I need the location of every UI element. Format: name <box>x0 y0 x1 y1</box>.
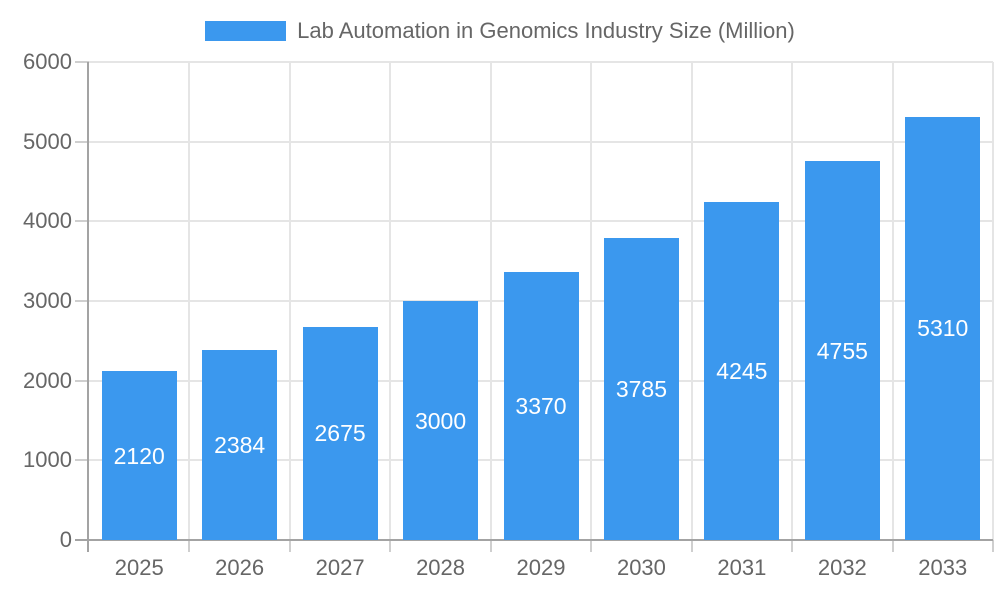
x-tick-label: 2025 <box>114 555 164 580</box>
y-tick-label: 6000 <box>23 49 72 74</box>
bar-value-label: 4245 <box>716 357 768 384</box>
bar-value-label: 2120 <box>113 442 165 469</box>
bar <box>704 201 780 540</box>
x-tick-label: 2027 <box>315 555 365 580</box>
bar-value-label: 5310 <box>917 315 969 342</box>
legend-label: Lab Automation in Genomics Industry Size… <box>297 18 795 43</box>
x-tick-label: 2029 <box>516 555 566 580</box>
bar <box>804 161 880 540</box>
v-gridline <box>288 62 291 540</box>
y-tick-label: 3000 <box>23 288 72 313</box>
x-tick-label: 2030 <box>616 555 666 580</box>
v-gridline <box>791 62 794 540</box>
bar <box>302 326 378 540</box>
v-gridline <box>992 62 994 540</box>
y-tick-label: 0 <box>59 527 72 552</box>
x-tick <box>489 540 492 552</box>
x-tick <box>791 540 794 552</box>
y-tick <box>75 220 89 223</box>
bar-value-label: 4755 <box>816 337 868 364</box>
v-gridline <box>489 62 492 540</box>
bar-value-label: 3370 <box>515 392 567 419</box>
y-tick <box>75 379 89 382</box>
y-tick-label: 4000 <box>23 208 72 234</box>
x-axis-line <box>75 539 993 541</box>
v-gridline <box>590 62 593 540</box>
bar-value-label: 3000 <box>414 407 467 434</box>
h-gridline <box>89 61 993 63</box>
x-tick <box>288 540 291 552</box>
v-gridline <box>389 62 392 540</box>
bar <box>403 301 479 540</box>
x-tick <box>590 540 593 552</box>
bar <box>202 350 278 540</box>
y-tick-label: 5000 <box>23 128 72 154</box>
bar <box>101 371 177 540</box>
x-tick-label: 2026 <box>215 555 265 580</box>
bar <box>603 238 679 540</box>
v-gridline <box>188 62 191 540</box>
x-tick <box>992 540 994 552</box>
h-gridline <box>89 220 993 223</box>
y-axis-line <box>87 62 89 552</box>
y-tick <box>75 61 89 63</box>
y-tick-label: 1000 <box>23 447 72 473</box>
y-tick <box>75 459 89 462</box>
h-gridline <box>89 140 993 143</box>
x-tick <box>690 540 693 552</box>
v-gridline <box>690 62 693 540</box>
v-gridline <box>891 62 894 540</box>
bar-value-label: 3785 <box>615 376 668 403</box>
bar-value-label: 2675 <box>314 420 366 447</box>
chart-legend[interactable]: Lab Automation in Genomics Industry Size… <box>0 18 1000 44</box>
bar-value-label: 2384 <box>214 432 266 459</box>
bar <box>905 116 981 540</box>
y-tick <box>75 300 89 302</box>
bar <box>503 271 579 540</box>
y-tick-label: 2000 <box>23 367 72 393</box>
x-tick-label: 2033 <box>918 555 968 580</box>
x-tick <box>389 540 392 552</box>
x-tick-label: 2032 <box>817 555 867 580</box>
x-tick-label: 2028 <box>416 555 466 580</box>
legend-swatch <box>205 21 287 41</box>
x-tick <box>891 540 894 552</box>
y-tick <box>75 140 89 143</box>
x-tick <box>188 540 191 552</box>
x-tick-label: 2031 <box>717 555 767 580</box>
